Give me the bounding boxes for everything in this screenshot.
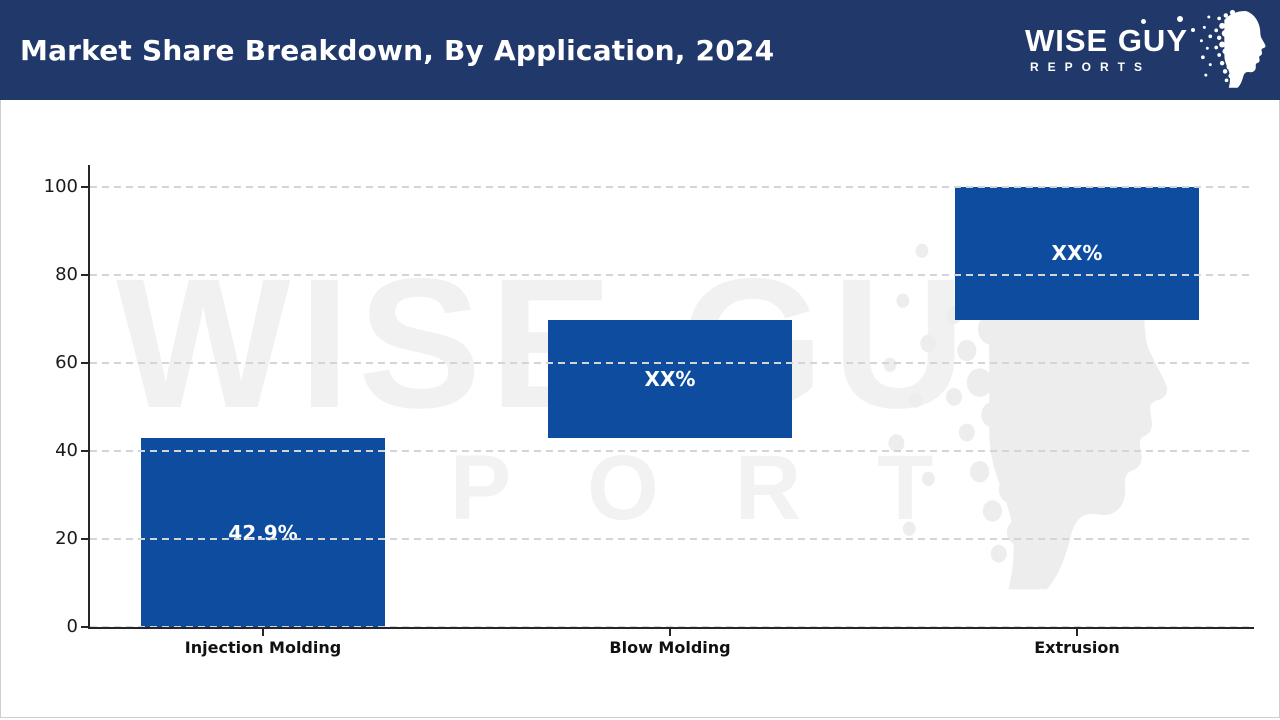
bar-value-label: XX% bbox=[1051, 241, 1103, 266]
page-border-bottom bbox=[0, 717, 1280, 718]
gridline bbox=[90, 186, 1252, 188]
x-axis-tick bbox=[669, 629, 671, 636]
bar-segment: 42.9% bbox=[141, 438, 385, 627]
x-axis-category-label: Extrusion bbox=[1034, 638, 1120, 657]
bar-segment: XX% bbox=[548, 319, 792, 439]
y-axis-tick-label: 0 bbox=[66, 616, 78, 637]
y-axis-tick-label: 80 bbox=[55, 264, 78, 285]
y-axis-tick bbox=[81, 362, 88, 364]
gridline bbox=[90, 538, 1252, 540]
bar-value-label: XX% bbox=[644, 367, 696, 392]
page-title: Market Share Breakdown, By Application, … bbox=[20, 33, 775, 67]
gridline bbox=[90, 362, 1252, 364]
y-axis-tick bbox=[81, 186, 88, 188]
logo-dot-icon bbox=[1140, 19, 1146, 25]
bar-segment: XX% bbox=[955, 187, 1199, 320]
gridline bbox=[90, 274, 1252, 276]
x-axis-tick bbox=[262, 629, 264, 636]
logo-wordmark: WISE GUY bbox=[1024, 23, 1188, 59]
x-axis-spine bbox=[88, 627, 1254, 629]
y-axis-tick-label: 100 bbox=[43, 176, 78, 197]
logo-dot-icon bbox=[1176, 16, 1183, 23]
gridline bbox=[90, 450, 1252, 452]
wise-guy-reports-logo: WISE GUY REPORTS bbox=[1025, 8, 1268, 90]
y-axis-tick-label: 40 bbox=[55, 440, 78, 461]
dotted-face-logo-icon bbox=[1199, 9, 1266, 88]
x-axis-category-label: Blow Molding bbox=[609, 638, 731, 657]
bar-value-label: 42.9% bbox=[228, 520, 298, 545]
y-axis-spine bbox=[88, 165, 90, 629]
y-axis-tick bbox=[81, 626, 88, 628]
y-axis-tick bbox=[81, 274, 88, 276]
logo-dot-icon bbox=[1190, 28, 1195, 33]
logo-text: WISE GUY REPORTS bbox=[1024, 16, 1195, 74]
y-axis-tick bbox=[81, 450, 88, 452]
x-axis-tick bbox=[1076, 629, 1078, 636]
x-axis-category-label: Injection Molding bbox=[184, 638, 342, 657]
y-axis-tick-label: 60 bbox=[55, 352, 78, 373]
header-band: Market Share Breakdown, By Application, … bbox=[0, 0, 1280, 100]
y-axis-tick-label: 20 bbox=[55, 528, 78, 549]
y-axis-tick bbox=[81, 538, 88, 540]
page-border-left bbox=[0, 100, 1, 718]
logo-subtitle: REPORTS bbox=[1029, 59, 1151, 74]
